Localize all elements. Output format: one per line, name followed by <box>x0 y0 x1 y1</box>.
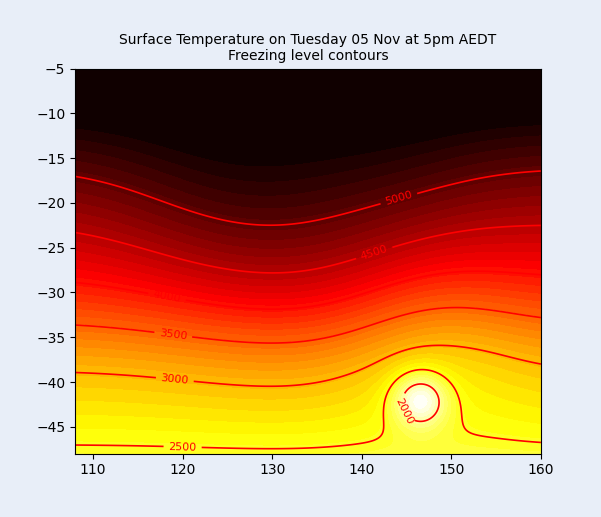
Text: 2000: 2000 <box>394 397 415 426</box>
Text: 4000: 4000 <box>152 290 182 305</box>
Text: 3500: 3500 <box>159 328 188 341</box>
Text: 3000: 3000 <box>160 373 189 386</box>
Text: 5000: 5000 <box>384 190 413 207</box>
Text: 2500: 2500 <box>168 442 197 452</box>
Text: 4500: 4500 <box>359 244 389 262</box>
Title: Surface Temperature on Tuesday 05 Nov at 5pm AEDT
Freezing level contours: Surface Temperature on Tuesday 05 Nov at… <box>120 33 496 63</box>
